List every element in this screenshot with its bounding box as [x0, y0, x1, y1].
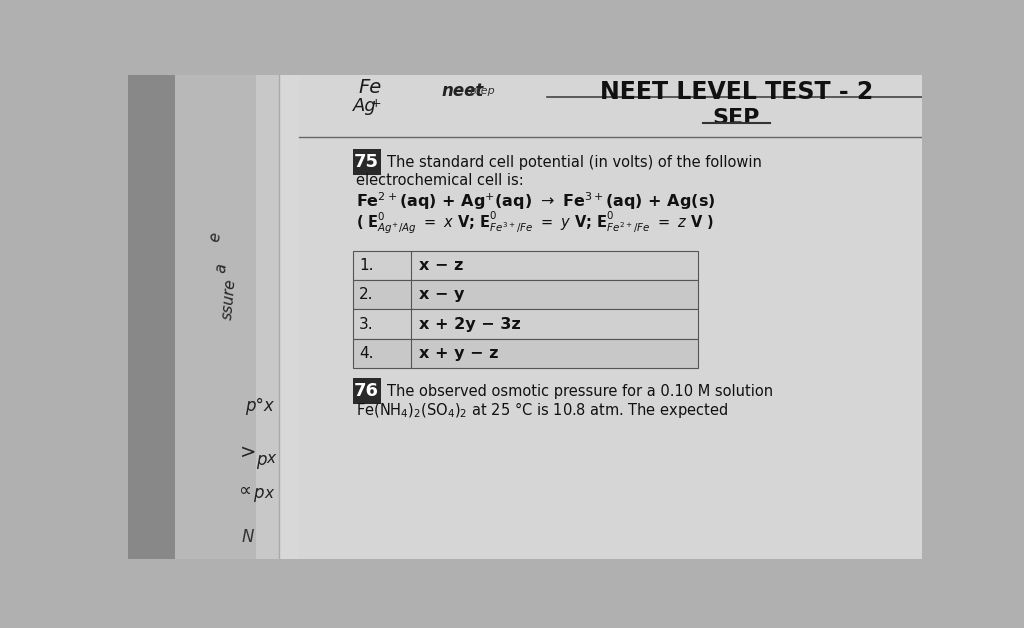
Text: ∝: ∝ — [238, 482, 251, 500]
Bar — [299, 75, 922, 559]
Bar — [128, 75, 174, 559]
Text: 1.: 1. — [359, 258, 374, 273]
Bar — [256, 75, 280, 559]
Text: Fe$^{2+}$(aq) + Ag$^{+}$(aq) $\rightarrow$ Fe$^{3+}$(aq) + Ag(s): Fe$^{2+}$(aq) + Ag$^{+}$(aq) $\rightarro… — [356, 191, 715, 212]
Text: The observed osmotic pressure for a 0.10 M solution: The observed osmotic pressure for a 0.10… — [387, 384, 773, 399]
Text: 4.: 4. — [359, 346, 374, 361]
Text: p°x: p°x — [246, 398, 274, 416]
Text: 3.: 3. — [359, 317, 374, 332]
Bar — [352, 378, 381, 404]
Text: p: p — [256, 452, 266, 469]
Text: ( E$^{0}_{Ag^{+}/Ag}$ $=$ $x$ V; E$^{0}_{Fe^{3+}/Fe}$ $=$ $y$ V; E$^{0}_{Fe^{2+}: ( E$^{0}_{Ag^{+}/Ag}$ $=$ $x$ V; E$^{0}_… — [356, 210, 714, 236]
Bar — [352, 149, 381, 175]
Text: x − y: x − y — [419, 288, 464, 302]
Bar — [352, 310, 697, 338]
Text: >: > — [240, 443, 256, 462]
Text: Fe(NH$_4$)$_2$(SO$_4$)$_2$ at 25 °C is 10.8 atm. The expected: Fe(NH$_4$)$_2$(SO$_4$)$_2$ at 25 °C is 1… — [356, 399, 728, 420]
Text: NEET LEVEL TEST - 2: NEET LEVEL TEST - 2 — [600, 80, 873, 104]
Text: Fe: Fe — [359, 78, 382, 97]
Text: prep: prep — [469, 86, 495, 95]
Text: x: x — [267, 450, 275, 465]
Text: electrochemical cell is:: electrochemical cell is: — [356, 173, 523, 188]
Bar — [280, 75, 922, 559]
Text: a: a — [213, 263, 229, 273]
Bar — [352, 280, 697, 310]
Text: e: e — [208, 232, 223, 242]
Bar — [352, 251, 697, 280]
Text: N: N — [242, 528, 254, 546]
Text: Ag: Ag — [352, 97, 377, 115]
Text: The standard cell potential (in volts) of the followin: The standard cell potential (in volts) o… — [387, 155, 762, 170]
Text: +: + — [371, 97, 381, 109]
Text: SEP: SEP — [713, 108, 760, 127]
Text: 2.: 2. — [359, 288, 374, 302]
Text: p: p — [253, 484, 263, 502]
Text: ssure: ssure — [219, 278, 238, 320]
Bar — [352, 338, 697, 368]
Text: x + 2y − 3z: x + 2y − 3z — [419, 317, 520, 332]
Text: x: x — [264, 486, 273, 501]
Text: x + y − z: x + y − z — [419, 346, 498, 361]
Text: x − z: x − z — [419, 258, 463, 273]
Bar — [174, 75, 256, 559]
Text: 76: 76 — [354, 382, 379, 400]
Text: neet: neet — [442, 82, 484, 100]
Text: 75: 75 — [354, 153, 379, 171]
